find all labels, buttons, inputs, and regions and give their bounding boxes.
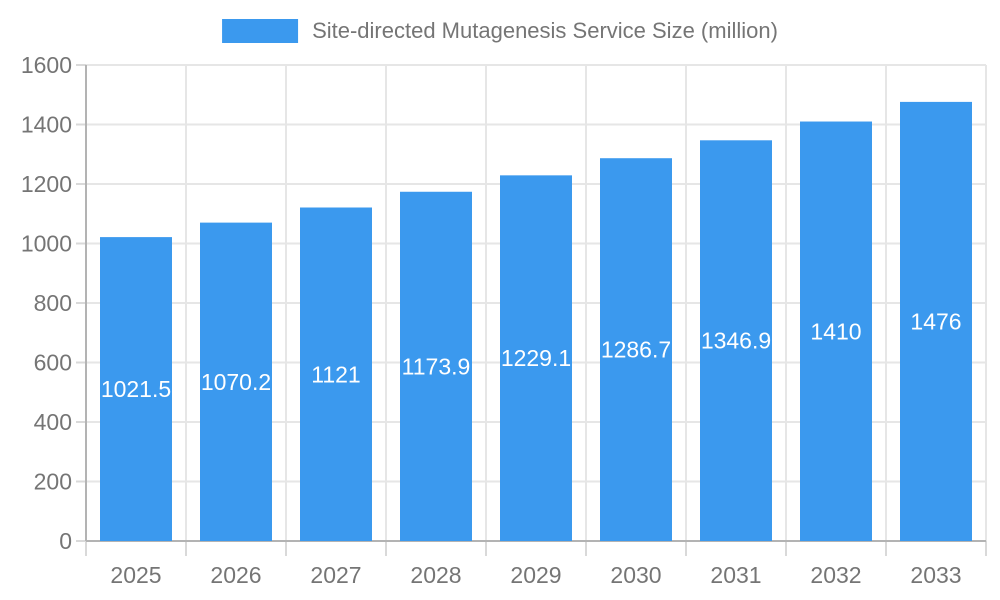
bar[interactable] bbox=[500, 175, 572, 541]
x-tick-label: 2026 bbox=[210, 562, 261, 588]
bar[interactable] bbox=[900, 101, 972, 541]
bar-value-label: 1070.2 bbox=[201, 369, 271, 395]
bar-value-label: 1229.1 bbox=[501, 345, 571, 371]
bar[interactable] bbox=[800, 121, 872, 542]
bar[interactable] bbox=[600, 158, 672, 541]
x-tick-label: 2031 bbox=[710, 562, 761, 588]
bar[interactable] bbox=[700, 140, 772, 542]
x-tick-label: 2025 bbox=[110, 562, 161, 588]
y-tick-label: 400 bbox=[34, 409, 72, 435]
bar-value-label: 1410 bbox=[810, 318, 861, 344]
y-tick-label: 1400 bbox=[21, 112, 72, 138]
y-tick-label: 0 bbox=[59, 528, 72, 554]
bar[interactable] bbox=[400, 191, 472, 541]
legend-label[interactable]: Site-directed Mutagenesis Service Size (… bbox=[312, 18, 778, 43]
x-tick-label: 2032 bbox=[810, 562, 861, 588]
y-tick-label: 1000 bbox=[21, 231, 72, 257]
x-tick-label: 2027 bbox=[310, 562, 361, 588]
bar-value-label: 1021.5 bbox=[101, 376, 171, 402]
x-tick-label: 2029 bbox=[510, 562, 561, 588]
y-tick-label: 1200 bbox=[21, 171, 72, 197]
legend[interactable]: Site-directed Mutagenesis Service Size (… bbox=[222, 17, 778, 45]
y-tick-label: 800 bbox=[34, 290, 72, 316]
y-tick-label: 600 bbox=[34, 350, 72, 376]
bar-value-label: 1173.9 bbox=[402, 353, 471, 379]
x-tick-label: 2033 bbox=[910, 562, 961, 588]
bar[interactable] bbox=[100, 237, 172, 541]
x-tick-label: 2028 bbox=[410, 562, 461, 588]
bar-value-label: 1286.7 bbox=[601, 337, 671, 363]
bar-value-label: 1346.9 bbox=[701, 328, 771, 354]
bar[interactable] bbox=[300, 207, 372, 541]
bar[interactable] bbox=[200, 222, 272, 542]
bar-value-label: 1476 bbox=[910, 308, 961, 334]
bar-value-label: 1121 bbox=[311, 361, 360, 387]
y-tick-label: 200 bbox=[34, 469, 72, 495]
x-tick-label: 2030 bbox=[610, 562, 661, 588]
y-tick-label: 1600 bbox=[21, 52, 72, 78]
legend-swatch-icon[interactable] bbox=[222, 19, 299, 43]
